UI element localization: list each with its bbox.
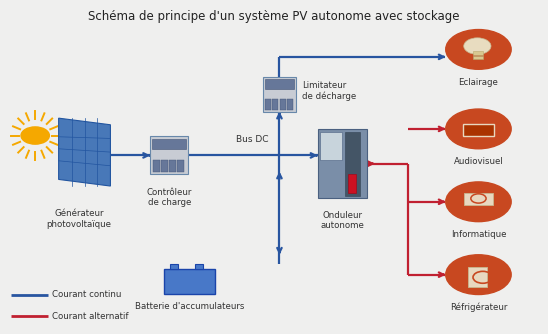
Text: Courant alternatif: Courant alternatif — [52, 312, 128, 321]
Text: Schéma de principe d'un système PV autonome avec stockage: Schéma de principe d'un système PV auton… — [88, 10, 460, 23]
Text: Courant continu: Courant continu — [52, 290, 121, 299]
FancyBboxPatch shape — [170, 264, 178, 269]
Circle shape — [446, 109, 511, 149]
Circle shape — [21, 127, 49, 144]
Text: Batterie d'accumulateurs: Batterie d'accumulateurs — [135, 302, 244, 311]
Text: Eclairage: Eclairage — [459, 77, 498, 87]
FancyBboxPatch shape — [153, 160, 160, 172]
Text: Audiovisuel: Audiovisuel — [454, 157, 503, 166]
FancyBboxPatch shape — [320, 132, 341, 160]
FancyBboxPatch shape — [473, 56, 483, 59]
Text: Générateur
photovoltaïque: Générateur photovoltaïque — [47, 209, 112, 229]
FancyBboxPatch shape — [318, 129, 367, 198]
Circle shape — [464, 38, 491, 54]
Text: Réfrigérateur: Réfrigérateur — [450, 303, 507, 312]
FancyBboxPatch shape — [279, 100, 286, 110]
FancyBboxPatch shape — [265, 100, 271, 110]
FancyBboxPatch shape — [161, 160, 168, 172]
FancyBboxPatch shape — [272, 100, 278, 110]
Text: Onduleur
autonome: Onduleur autonome — [320, 211, 364, 230]
FancyBboxPatch shape — [169, 160, 176, 172]
Text: Limitateur
de décharge: Limitateur de décharge — [302, 81, 357, 101]
FancyBboxPatch shape — [464, 192, 493, 205]
FancyBboxPatch shape — [265, 79, 294, 89]
FancyBboxPatch shape — [463, 124, 494, 136]
FancyBboxPatch shape — [287, 100, 293, 110]
Polygon shape — [59, 118, 111, 186]
FancyBboxPatch shape — [473, 51, 483, 55]
Text: Informatique: Informatique — [450, 230, 506, 239]
FancyBboxPatch shape — [152, 139, 186, 149]
FancyBboxPatch shape — [345, 132, 360, 196]
FancyBboxPatch shape — [195, 264, 203, 269]
FancyBboxPatch shape — [164, 269, 215, 294]
FancyBboxPatch shape — [467, 267, 487, 287]
Text: Contrôleur
de charge: Contrôleur de charge — [147, 188, 192, 207]
Text: Bus DC: Bus DC — [236, 135, 269, 144]
FancyBboxPatch shape — [178, 160, 184, 172]
FancyBboxPatch shape — [347, 174, 356, 192]
FancyBboxPatch shape — [150, 136, 189, 174]
FancyBboxPatch shape — [263, 77, 296, 112]
Circle shape — [446, 255, 511, 295]
Circle shape — [446, 182, 511, 222]
Circle shape — [446, 29, 511, 69]
